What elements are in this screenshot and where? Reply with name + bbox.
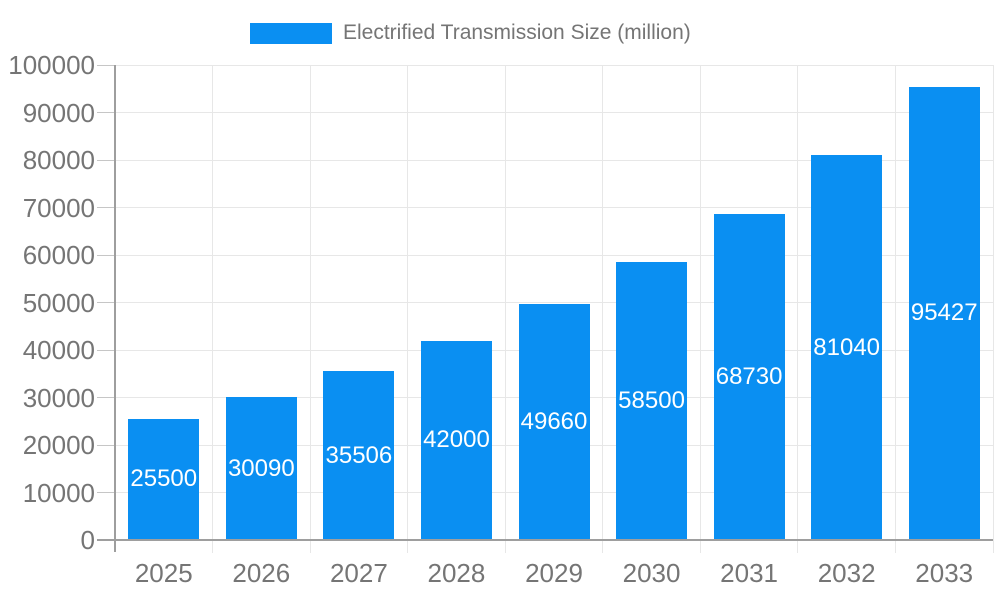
x-axis-tick: [309, 540, 311, 553]
gridline-horizontal: [115, 112, 993, 113]
y-axis-line: [114, 65, 116, 552]
x-axis-tick: [894, 540, 896, 553]
legend-label: Electrified Transmission Size (million): [343, 21, 691, 44]
y-axis-tick-label: 70000: [22, 192, 95, 223]
bar-value-label: 49660: [520, 408, 588, 436]
y-axis-tick: [97, 302, 115, 303]
y-axis-tick: [97, 349, 115, 351]
bar[interactable]: 68730: [713, 213, 785, 540]
x-axis-tick: [407, 540, 409, 553]
y-axis-tick: [97, 207, 115, 208]
y-axis-tick-label: 90000: [22, 97, 95, 128]
bar[interactable]: 42000: [420, 340, 492, 540]
y-axis-tick-label: 30000: [22, 382, 95, 413]
bar-value-label: 42000: [423, 426, 490, 454]
y-axis-tick-label: 80000: [22, 145, 95, 175]
y-axis-tick-label: 50000: [22, 287, 95, 318]
bar[interactable]: 58500: [616, 262, 688, 540]
x-axis-tick: [602, 540, 604, 553]
bar-value-label: 25500: [130, 465, 198, 493]
x-axis-tick-label: 2030: [622, 558, 681, 588]
bar[interactable]: 35506: [323, 371, 395, 540]
x-axis-tick-label: 2026: [232, 558, 291, 588]
gridline-vertical: [212, 65, 214, 540]
y-axis-tick: [97, 254, 115, 256]
x-axis-tick-label: 2032: [817, 558, 876, 588]
bar-value-label: 68730: [715, 362, 783, 390]
bar-value-label: 58500: [618, 387, 685, 415]
gridline-vertical: [992, 65, 994, 540]
x-axis-tick-label: 2029: [525, 558, 583, 588]
legend-swatch: [250, 22, 332, 44]
gridline-vertical: [407, 65, 409, 540]
bar-value-label: 81040: [813, 333, 881, 361]
y-axis-tick-label: 10000: [22, 477, 95, 508]
x-axis-tick: [699, 540, 701, 553]
bar[interactable]: 81040: [811, 155, 883, 540]
x-axis-tick: [992, 540, 994, 553]
y-axis-tick: [97, 159, 115, 161]
x-axis-line: [97, 539, 993, 541]
x-axis-tick: [797, 540, 799, 553]
bar-value-label: 35506: [325, 441, 393, 469]
x-axis-tick: [504, 540, 506, 553]
gridline-horizontal: [115, 302, 993, 303]
x-axis-tick-label: 2031: [720, 558, 779, 588]
y-axis-tick: [97, 492, 115, 493]
gridline-vertical: [504, 65, 506, 540]
y-axis-tick-label: 20000: [22, 430, 95, 460]
gridline-horizontal: [115, 207, 993, 208]
y-axis-tick-label: 100000: [8, 50, 95, 80]
y-axis-tick-label: 60000: [22, 240, 95, 270]
bar-value-label: 30090: [227, 454, 295, 482]
x-axis-tick-label: 2027: [329, 558, 388, 588]
gridline-vertical: [797, 65, 799, 540]
bar[interactable]: 25500: [128, 418, 200, 540]
gridline-horizontal: [115, 159, 993, 161]
x-axis-tick-label: 2028: [427, 558, 486, 588]
bar[interactable]: 95427: [908, 86, 980, 540]
bar[interactable]: 49660: [518, 304, 590, 540]
y-axis-tick-label: 0: [80, 525, 95, 555]
gridline-horizontal: [115, 254, 993, 256]
gridline-vertical: [699, 65, 701, 540]
gridline-horizontal: [115, 64, 993, 66]
bar[interactable]: 30090: [225, 397, 297, 540]
y-axis-tick: [97, 397, 115, 398]
x-axis-tick-label: 2025: [134, 558, 193, 588]
y-axis-tick: [97, 64, 115, 66]
x-axis-tick: [212, 540, 214, 553]
gridline-vertical: [602, 65, 604, 540]
y-axis-tick-label: 40000: [22, 335, 95, 365]
x-axis-tick-label: 2033: [915, 558, 974, 588]
gridline-vertical: [309, 65, 311, 540]
y-axis-tick: [97, 112, 115, 113]
y-axis-tick: [97, 444, 115, 446]
bar-value-label: 95427: [910, 299, 978, 327]
gridline-vertical: [894, 65, 896, 540]
chart-legend: Electrified Transmission Size (million): [250, 20, 691, 46]
